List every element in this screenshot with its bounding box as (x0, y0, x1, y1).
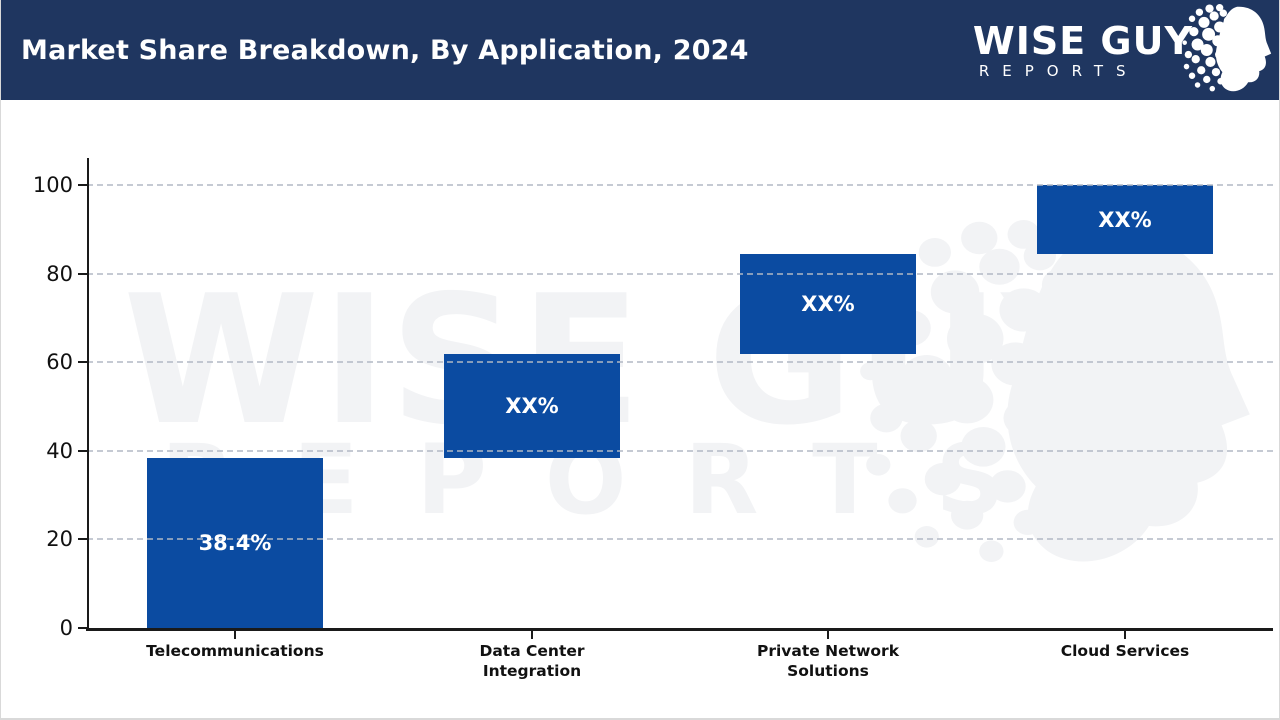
y-tick-label: 60 (46, 350, 73, 375)
gridline (87, 361, 1273, 364)
brand-logo-text: WISE GUY REPORTS (973, 21, 1193, 80)
brand-subname: REPORTS (978, 61, 1139, 80)
brand-logo: WISE GUY REPORTS (973, 4, 1279, 96)
value-labels-layer: 38.4% XX% XX% XX% (1, 100, 1279, 718)
y-axis-tick (78, 361, 87, 364)
bar-segment (740, 254, 916, 355)
y-tick-label: 20 (46, 527, 73, 552)
gridline (87, 272, 1273, 275)
gridline (87, 538, 1273, 541)
y-axis-line (87, 158, 89, 631)
logo-head-icon (1182, 4, 1272, 92)
y-axis-tick (78, 272, 87, 275)
y-axis-tick (78, 627, 87, 629)
x-category-label: Private Network Solutions (756, 642, 899, 680)
x-category-label: Data Center Integration (479, 642, 585, 680)
x-axis-tick (1124, 631, 1126, 639)
header-band: Market Share Breakdown, By Application, … (1, 0, 1279, 100)
bar-value-label: XX% (801, 292, 855, 317)
bar-segment (1037, 185, 1213, 255)
bar-value-label: XX% (505, 394, 559, 419)
y-axis-tick (78, 538, 87, 541)
bar-segment (147, 457, 323, 628)
x-axis-tick (827, 631, 829, 639)
x-category-label: Telecommunications (146, 642, 324, 660)
bar-segment (444, 354, 620, 458)
bar-value-label: XX% (1098, 207, 1152, 232)
y-axis-tick (78, 184, 87, 186)
bars-layer (1, 100, 1279, 718)
y-tick-label: 80 (46, 261, 73, 286)
gridline (87, 449, 1273, 452)
grid-layer (1, 100, 1279, 718)
y-tick-label: 40 (46, 438, 73, 463)
y-axis-tick (78, 449, 87, 452)
x-axis-tick (234, 631, 236, 639)
axis-layer: 0 20 40 60 80 100 Telecommunications Data Cente… (1, 100, 1279, 718)
y-tick-label: 0 (59, 616, 73, 640)
x-axis-line (86, 628, 1273, 631)
gridline (87, 184, 1273, 186)
chart-area: WISE GUY REPORTS (1, 100, 1279, 718)
x-axis-tick (531, 631, 533, 639)
y-tick-label: 100 (32, 173, 73, 197)
brand-name: WISE GUY (972, 18, 1193, 63)
x-category-label: Cloud Services (1060, 642, 1190, 660)
chart-title: Market Share Breakdown, By Application, … (21, 34, 749, 66)
bar-value-label: 38.4% (198, 530, 272, 555)
